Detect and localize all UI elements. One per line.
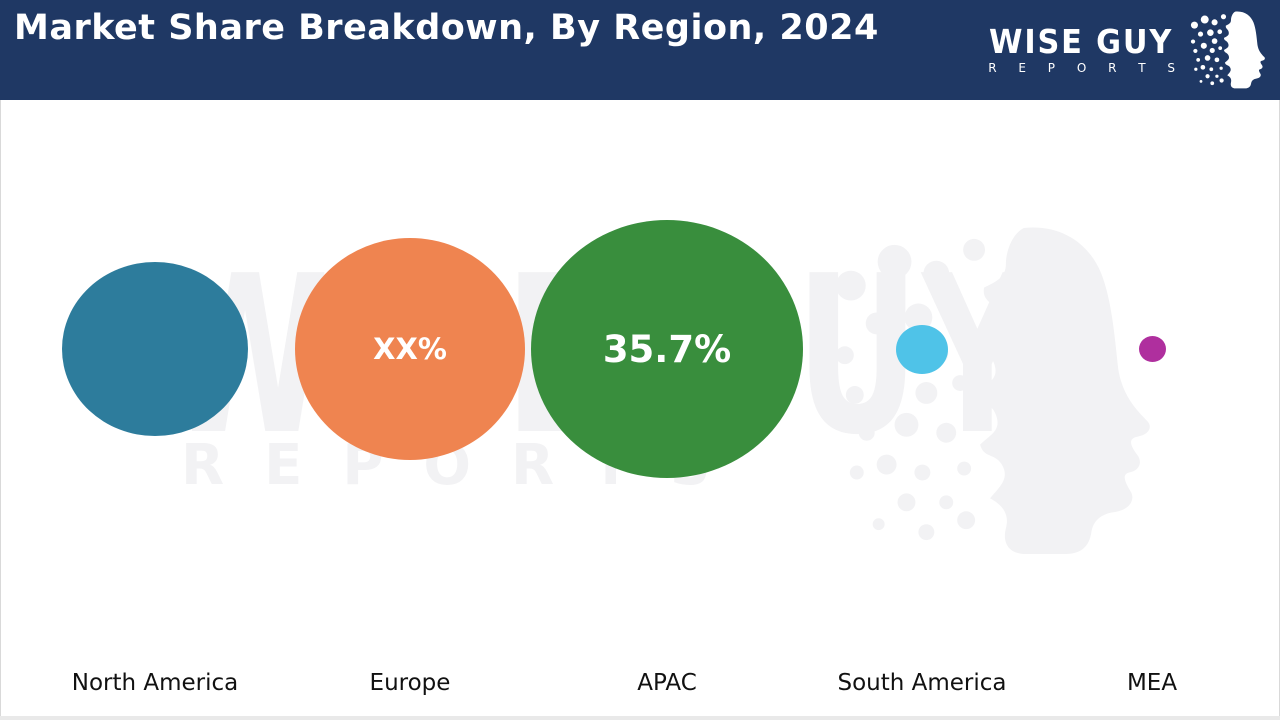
wiseguy-logo: WISE GUY R E P O R T S xyxy=(979,6,1268,94)
category-label-apac: APAC xyxy=(637,670,697,696)
bubble-mea xyxy=(1138,336,1166,362)
bubble-chart: WISE GUY REPORTS xyxy=(0,100,1280,716)
bubble-value-label: XX% xyxy=(373,332,447,366)
bubble-north-america xyxy=(62,262,248,436)
bubble-value-label: 35.7% xyxy=(602,327,732,371)
page-title: Market Share Breakdown, By Region, 2024 xyxy=(14,8,879,48)
header-bar: Market Share Breakdown, By Region, 2024 … xyxy=(0,0,1280,100)
logo-wordmark: WISE GUY xyxy=(989,22,1174,61)
logo-subtext: R E P O R T S xyxy=(988,61,1184,75)
logo-text: WISE GUY R E P O R T S xyxy=(979,25,1184,75)
bubble-south-america xyxy=(896,324,948,374)
category-label-mea: MEA xyxy=(1126,670,1178,696)
logo-head-icon xyxy=(1190,11,1265,89)
bubble-layer: XX% 35.7% xyxy=(1,100,1279,716)
category-label-south-america: South America xyxy=(837,670,1007,696)
bubble-apac: 35.7% xyxy=(531,220,803,478)
category-label-europe: Europe xyxy=(369,670,451,696)
bottom-divider xyxy=(0,716,1280,720)
category-label-north-america: North America xyxy=(71,670,239,696)
bubble-europe: XX% xyxy=(295,238,525,460)
